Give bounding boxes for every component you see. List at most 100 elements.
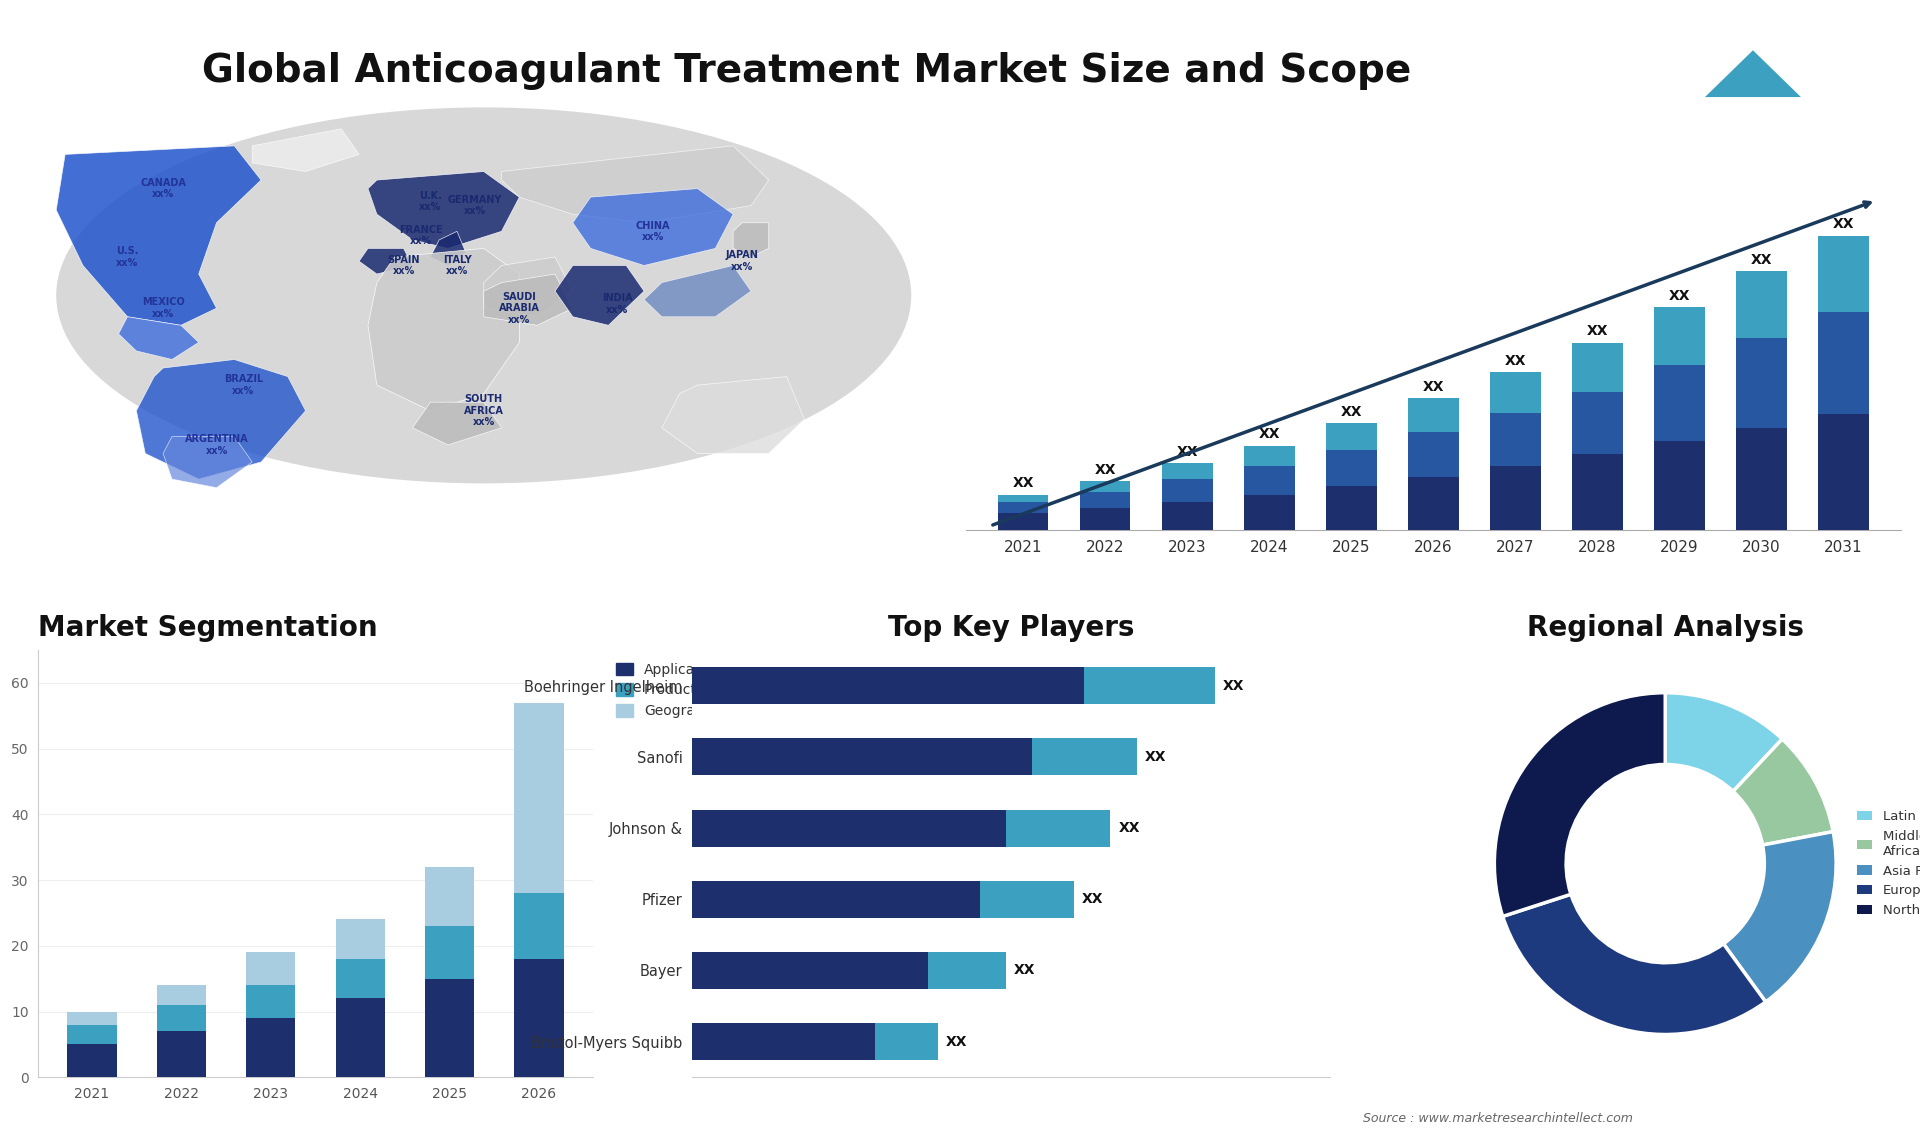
Text: XX: XX: [1586, 324, 1609, 338]
Text: U.K.
xx%: U.K. xx%: [419, 190, 442, 212]
Wedge shape: [1734, 739, 1834, 845]
Text: U.S.
xx%: U.S. xx%: [117, 246, 138, 268]
Circle shape: [1567, 764, 1764, 963]
Bar: [1736, 338, 1788, 427]
Bar: [1325, 423, 1377, 450]
Text: SOUTH
AFRICA
xx%: SOUTH AFRICA xx%: [465, 394, 503, 427]
Polygon shape: [555, 266, 643, 325]
Bar: [998, 495, 1048, 502]
Bar: [67, 1012, 117, 1025]
Text: XX: XX: [1223, 678, 1244, 692]
Bar: [979, 881, 1073, 918]
Text: XX: XX: [1668, 289, 1690, 303]
Bar: [1407, 432, 1459, 477]
Bar: [157, 986, 205, 1005]
Text: INDIA
xx%: INDIA xx%: [603, 293, 634, 315]
Bar: [1162, 479, 1213, 502]
Bar: [157, 1005, 205, 1031]
Bar: [998, 502, 1048, 512]
Legend: Application, Product, Geography: Application, Product, Geography: [611, 657, 728, 724]
Text: XX: XX: [1505, 354, 1526, 368]
Text: XX: XX: [1012, 477, 1033, 490]
Bar: [157, 1031, 205, 1077]
Bar: [693, 952, 927, 989]
Bar: [1079, 492, 1131, 508]
Text: CHINA
xx%: CHINA xx%: [636, 220, 670, 242]
Polygon shape: [136, 360, 305, 479]
Polygon shape: [252, 128, 359, 172]
Bar: [67, 1044, 117, 1077]
Text: MEXICO
xx%: MEXICO xx%: [142, 298, 184, 319]
Text: CANADA
xx%: CANADA xx%: [140, 178, 186, 199]
Polygon shape: [369, 172, 520, 249]
Text: XX: XX: [1751, 253, 1772, 267]
Text: XX: XX: [1423, 379, 1444, 394]
Polygon shape: [484, 274, 572, 325]
Bar: [424, 926, 474, 979]
Bar: [1162, 463, 1213, 479]
Bar: [336, 959, 384, 998]
Polygon shape: [413, 402, 501, 445]
Bar: [1653, 307, 1705, 366]
Wedge shape: [1724, 832, 1836, 1002]
Bar: [336, 919, 384, 959]
Bar: [1244, 466, 1294, 495]
Bar: [693, 667, 1085, 704]
Text: XX: XX: [1258, 427, 1281, 441]
Bar: [1572, 392, 1622, 455]
Bar: [1325, 486, 1377, 531]
Bar: [1079, 481, 1131, 492]
Bar: [1085, 667, 1215, 704]
Text: JAPAN
xx%: JAPAN xx%: [726, 251, 758, 272]
Title: Top Key Players: Top Key Players: [887, 614, 1135, 642]
Text: SPAIN
xx%: SPAIN xx%: [388, 254, 420, 276]
Bar: [336, 998, 384, 1077]
Text: XX: XX: [1832, 218, 1855, 231]
Bar: [424, 866, 474, 926]
Bar: [1325, 450, 1377, 486]
Text: XX: XX: [1144, 749, 1165, 764]
Bar: [1006, 809, 1110, 847]
Bar: [1818, 312, 1868, 415]
Polygon shape: [163, 437, 252, 488]
Bar: [693, 1023, 876, 1060]
Text: ITALY
xx%: ITALY xx%: [444, 254, 472, 276]
Bar: [1244, 495, 1294, 531]
Bar: [1490, 413, 1540, 466]
Wedge shape: [1503, 894, 1766, 1035]
Polygon shape: [484, 257, 572, 316]
Polygon shape: [572, 189, 733, 266]
Polygon shape: [1661, 34, 1766, 97]
Text: XX: XX: [1117, 821, 1140, 835]
Text: BRAZIL
xx%: BRAZIL xx%: [223, 375, 263, 395]
Ellipse shape: [56, 108, 912, 484]
Text: Source : www.marketresearchintellect.com: Source : www.marketresearchintellect.com: [1363, 1113, 1632, 1125]
Legend: Latin America, Middle East &
Africa, Asia Pacific, Europe, North America: Latin America, Middle East & Africa, Asi…: [1851, 806, 1920, 923]
Bar: [693, 738, 1033, 776]
Bar: [1736, 272, 1788, 338]
Text: XX: XX: [947, 1035, 968, 1049]
Bar: [67, 1025, 117, 1044]
Bar: [876, 1023, 939, 1060]
Bar: [1162, 502, 1213, 531]
Bar: [1572, 455, 1622, 531]
Bar: [424, 979, 474, 1077]
Bar: [927, 952, 1006, 989]
Bar: [515, 893, 564, 959]
Text: XX: XX: [1177, 445, 1198, 458]
Bar: [998, 512, 1048, 531]
Bar: [1572, 343, 1622, 392]
Bar: [1407, 398, 1459, 432]
Bar: [246, 952, 296, 986]
Text: FRANCE
xx%: FRANCE xx%: [399, 225, 444, 246]
Text: XX: XX: [1340, 405, 1361, 418]
Polygon shape: [733, 222, 768, 257]
Bar: [246, 1018, 296, 1077]
Polygon shape: [56, 146, 261, 325]
Bar: [1033, 738, 1137, 776]
Text: XX: XX: [1081, 893, 1104, 906]
Text: GERMANY
xx%: GERMANY xx%: [447, 195, 501, 217]
Bar: [1490, 372, 1540, 413]
Polygon shape: [359, 249, 413, 274]
Bar: [515, 959, 564, 1077]
